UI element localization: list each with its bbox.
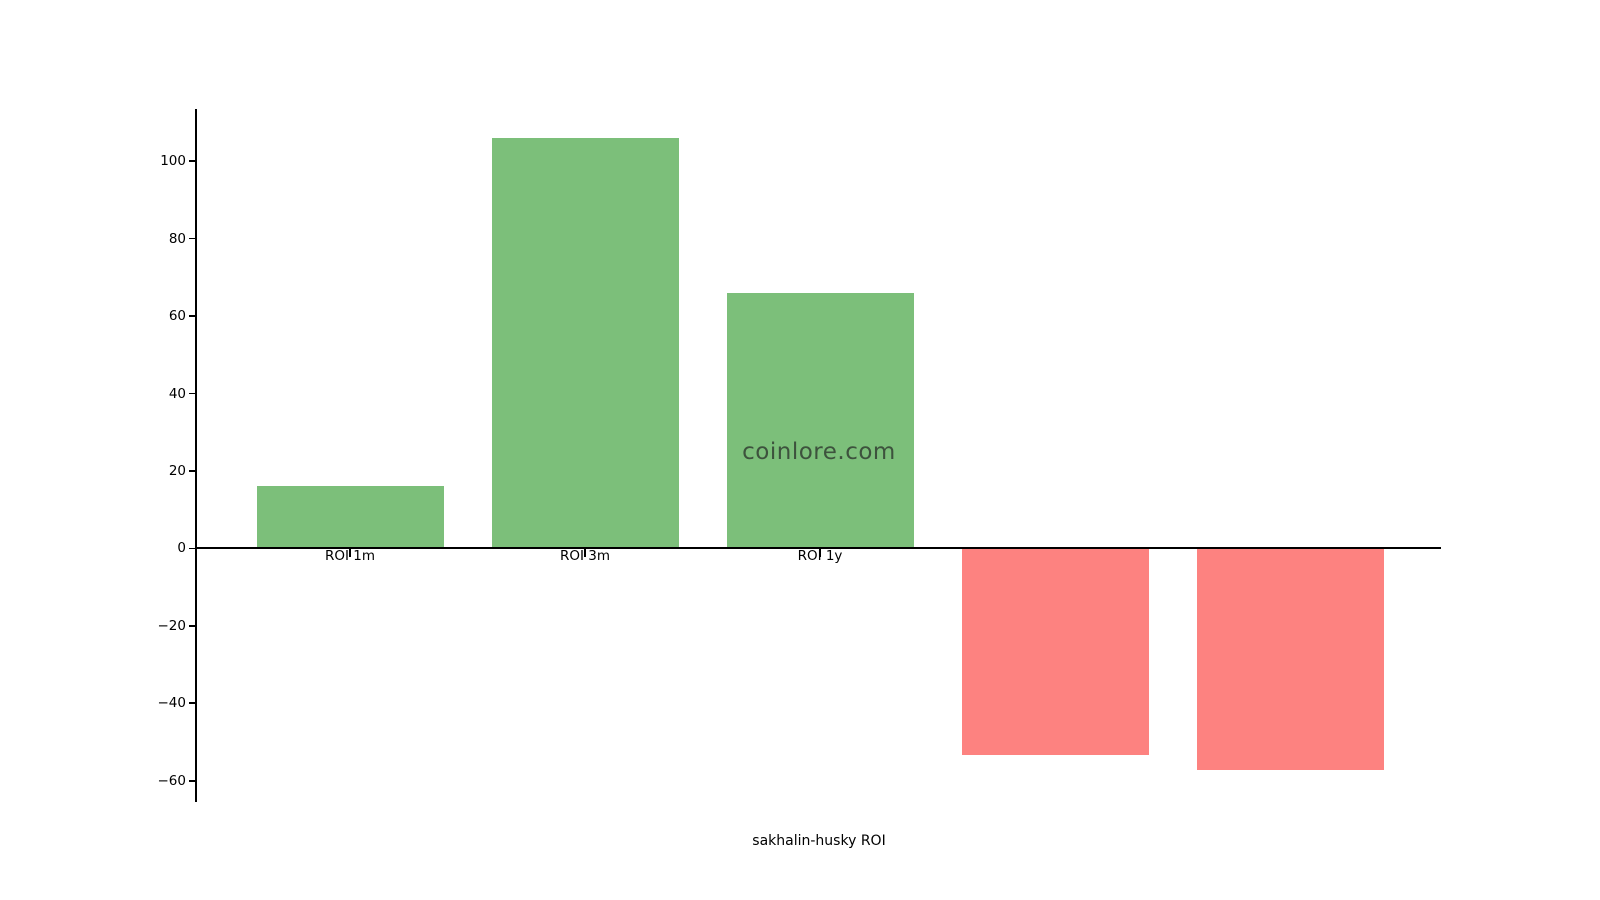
bar-ROI 1m: [256, 486, 444, 549]
y-tick-label: 80: [168, 230, 186, 247]
x-tick-label: ROI 1y: [797, 548, 843, 564]
x-tick: [584, 548, 586, 557]
y-tick-label: 0: [177, 540, 186, 557]
y-tick: [189, 315, 196, 317]
y-tick: [189, 160, 196, 163]
x-tick: [349, 548, 351, 557]
y-tick: [189, 702, 196, 705]
y-tick-label: 40: [168, 385, 186, 402]
x-tick: [819, 548, 821, 557]
y-tick-label: −60: [157, 772, 187, 789]
y-tick: [189, 547, 196, 550]
y-tick: [189, 625, 196, 627]
chart-title: sakhalin-husky ROI: [752, 833, 886, 849]
bar-ROI 3m: [491, 138, 679, 549]
y-axis-spine: [195, 109, 197, 802]
y-tick-label: 100: [160, 153, 186, 170]
x-axis-zero-line: [196, 547, 1441, 549]
x-tick-label: ROI 3m: [559, 548, 611, 564]
watermark: coinlore.com: [742, 439, 896, 465]
y-tick-label: −20: [157, 617, 187, 634]
bar-ROI 1y: [726, 292, 914, 549]
y-tick: [189, 779, 196, 782]
bar-roi-4: [1196, 549, 1384, 771]
y-tick: [189, 470, 196, 472]
x-tick-label: ROI 1m: [324, 548, 376, 564]
bar-roi-3: [961, 549, 1149, 755]
y-tick-label: 20: [168, 462, 186, 479]
y-tick: [189, 392, 196, 395]
y-tick: [189, 237, 196, 240]
y-tick-label: 60: [168, 308, 186, 325]
y-tick-label: −40: [157, 695, 187, 712]
